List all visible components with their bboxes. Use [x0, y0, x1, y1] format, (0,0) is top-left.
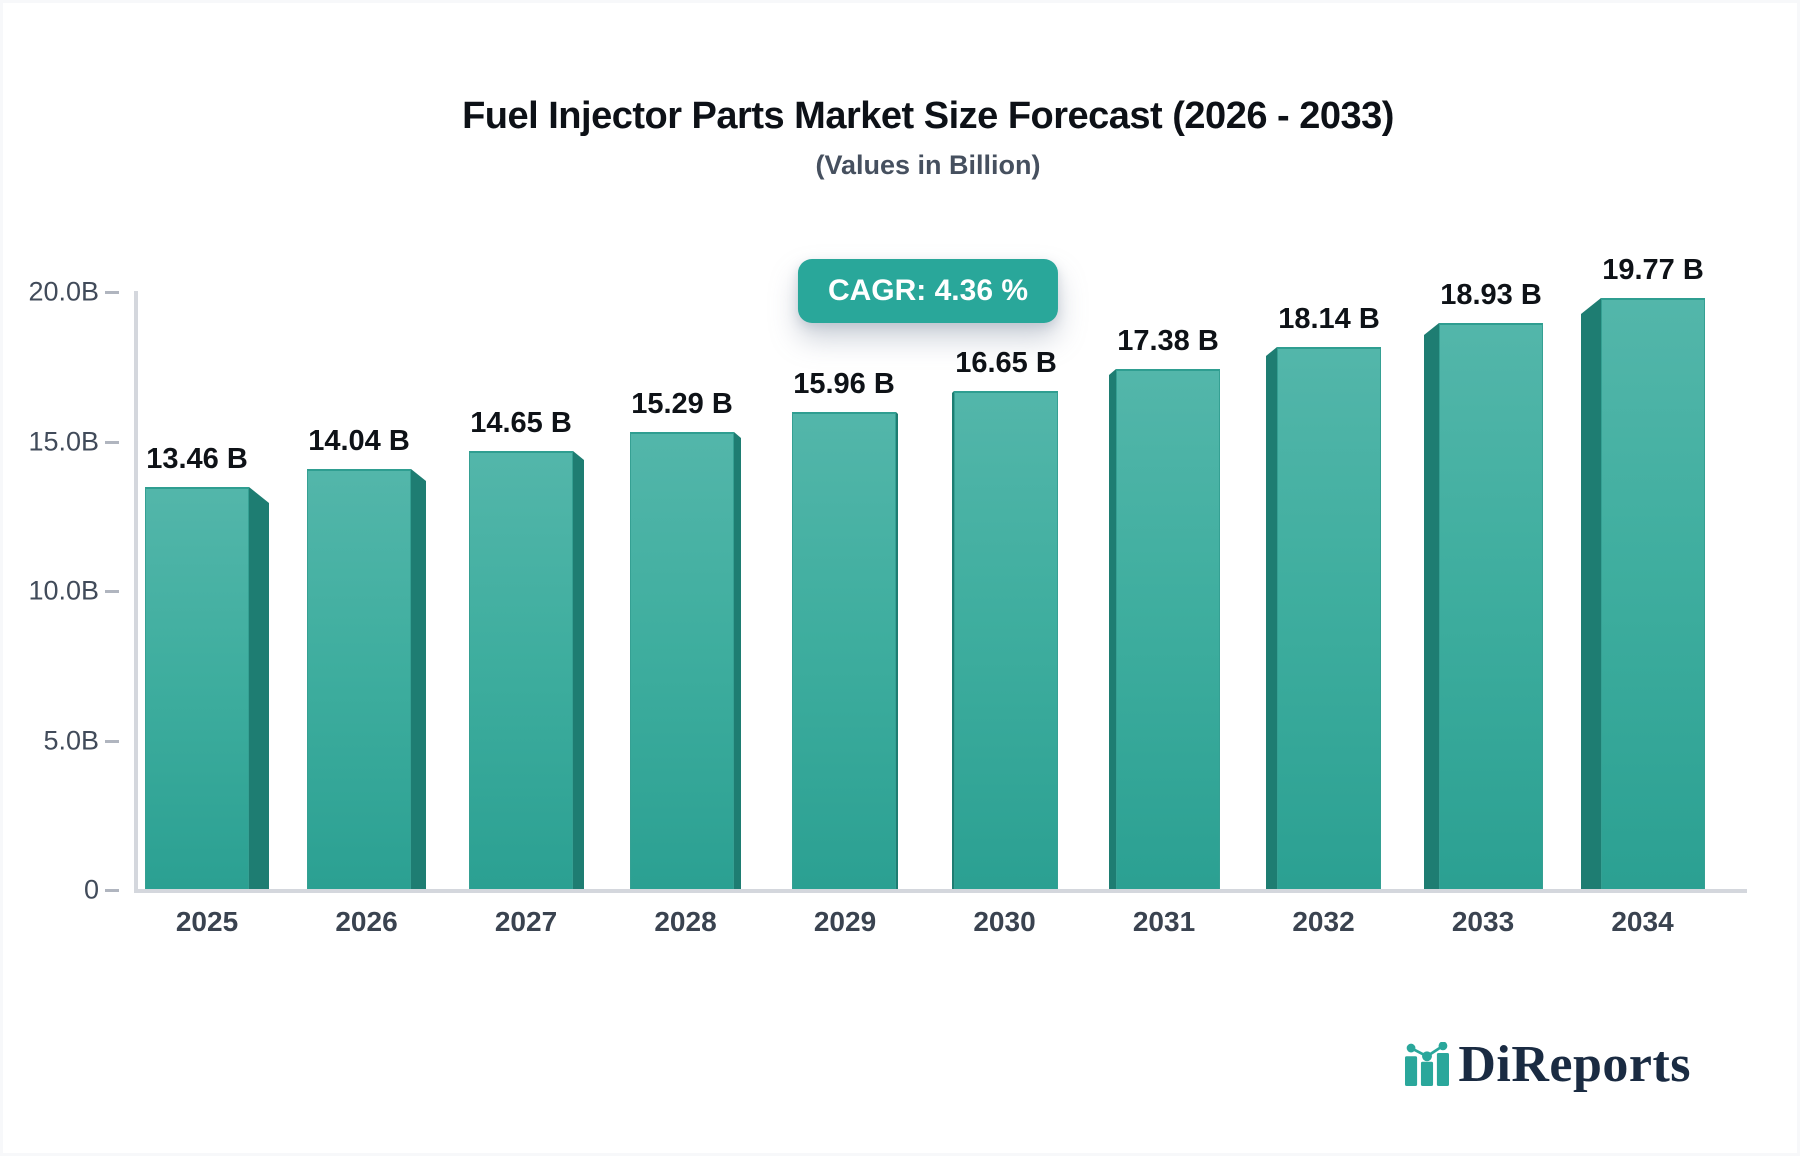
bar-side-shadow — [411, 469, 426, 889]
bar-side-shadow — [1266, 347, 1277, 889]
y-axis — [134, 291, 138, 893]
x-axis-label-2032: 2032 — [1292, 906, 1355, 937]
bar-2031[interactable] — [1116, 369, 1220, 889]
bar-side-shadow — [896, 412, 898, 889]
y-tick-label: 10.0B — [28, 575, 99, 606]
bar-value-label: 14.65 B — [470, 407, 572, 439]
x-axis-label-2028: 2028 — [654, 906, 717, 937]
y-tick-label: 15.0B — [28, 426, 99, 457]
bar-2034[interactable] — [1601, 298, 1705, 889]
bar-2030[interactable] — [954, 391, 1058, 889]
bar-side-shadow — [573, 451, 584, 889]
bar-side-shadow — [1581, 298, 1601, 889]
page-subtitle: (Values in Billion) — [815, 150, 1041, 180]
bar-value-label: 17.38 B — [1117, 325, 1219, 357]
bar-value-label: 15.96 B — [793, 368, 895, 400]
bar-side-shadow — [1109, 369, 1116, 889]
x-axis-label-2034: 2034 — [1611, 906, 1674, 937]
bar-value-label: 16.65 B — [955, 347, 1057, 379]
bar-value-label: 18.93 B — [1440, 279, 1542, 311]
page-title: Fuel Injector Parts Market Size Forecast… — [462, 95, 1394, 137]
y-tick-label: 0 — [83, 874, 99, 905]
x-axis-label-2030: 2030 — [973, 906, 1036, 937]
bar-2029[interactable] — [792, 412, 896, 889]
bar-side-shadow — [1424, 323, 1439, 889]
bar-chart: 20.0B 15.0B 10.0B 5.0B 0 13.46 B 2025 14.04 B 20… — [3, 3, 1797, 1153]
y-tick-mark — [105, 590, 119, 593]
bar-value-label: 19.77 B — [1602, 254, 1704, 286]
x-axis-label-2029: 2029 — [813, 906, 877, 937]
x-axis-label-2026: 2026 — [335, 906, 398, 937]
bar-2027[interactable] — [469, 451, 573, 889]
direports-logo: DiReports — [1405, 1035, 1691, 1093]
bar-2025[interactable] — [145, 487, 249, 889]
x-axis — [134, 889, 1747, 893]
bar-side-shadow — [952, 391, 954, 889]
cagr-badge: CAGR: 4.36 % — [797, 259, 1059, 323]
bar-value-label: 14.04 B — [308, 425, 410, 457]
bar-2033[interactable] — [1439, 323, 1543, 889]
x-axis-label-2033: 2033 — [1451, 906, 1515, 937]
y-tick-mark — [105, 740, 119, 743]
bar-2028[interactable] — [630, 432, 734, 889]
bar-value-label: 13.46 B — [146, 443, 248, 475]
bar-2032[interactable] — [1277, 347, 1381, 889]
direports-logo-text: DiReports — [1458, 1035, 1691, 1093]
bar-2026[interactable] — [307, 469, 411, 889]
x-axis-label-2031: 2031 — [1132, 906, 1196, 937]
y-tick-mark — [105, 291, 119, 294]
bar-side-shadow — [249, 487, 269, 889]
x-axis-label-2027: 2027 — [494, 906, 558, 937]
direports-logo-icon — [1405, 1042, 1450, 1086]
y-tick-mark — [105, 441, 119, 444]
bar-value-label: 15.29 B — [631, 388, 733, 420]
y-tick-label: 20.0B — [28, 276, 99, 307]
x-axis-label-2025: 2025 — [175, 906, 239, 937]
bar-side-shadow — [734, 432, 741, 889]
y-tick-label: 5.0B — [43, 725, 99, 756]
bar-value-label: 18.14 B — [1278, 303, 1380, 335]
y-tick-mark — [105, 889, 119, 892]
